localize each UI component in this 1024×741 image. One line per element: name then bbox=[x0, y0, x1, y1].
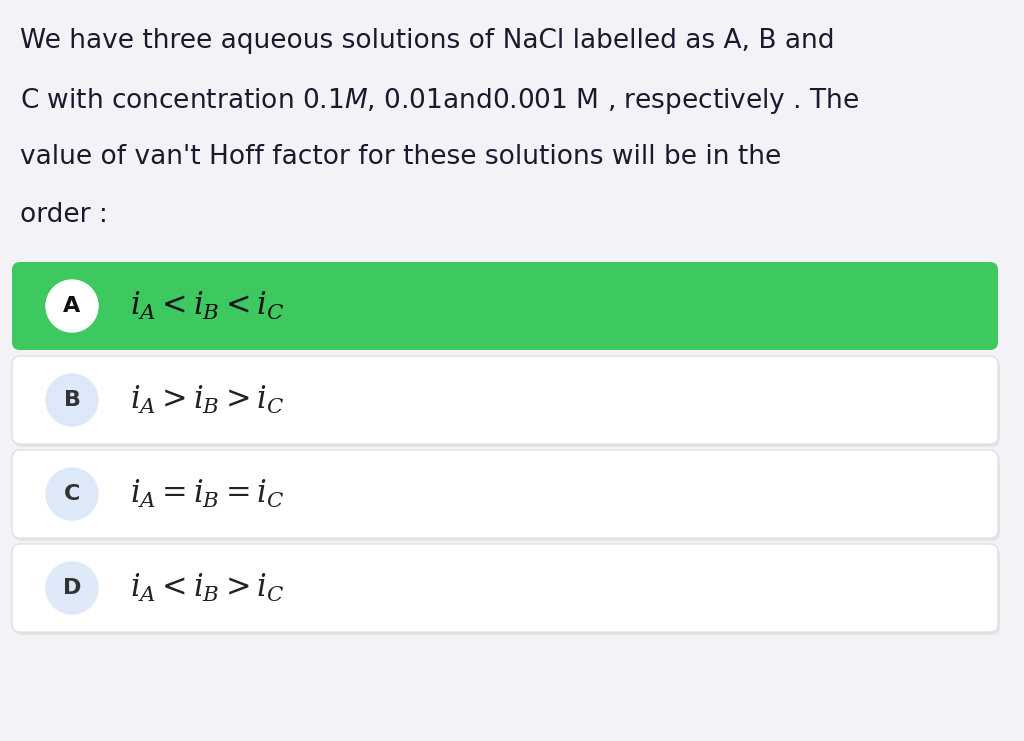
Text: value of van't Hoff factor for these solutions will be in the: value of van't Hoff factor for these sol… bbox=[20, 144, 781, 170]
FancyBboxPatch shape bbox=[12, 356, 998, 444]
Text: C with concentration 0.1$M$, 0.01and0.001 M , respectively . The: C with concentration 0.1$M$, 0.01and0.00… bbox=[20, 86, 859, 116]
FancyBboxPatch shape bbox=[14, 547, 1000, 635]
Text: $i_A < i_B > i_C$: $i_A < i_B > i_C$ bbox=[130, 572, 285, 604]
Text: A: A bbox=[63, 296, 81, 316]
Circle shape bbox=[46, 468, 98, 520]
Text: C: C bbox=[63, 484, 80, 504]
Text: $i_A < i_B < i_C$: $i_A < i_B < i_C$ bbox=[130, 290, 285, 322]
FancyBboxPatch shape bbox=[14, 359, 1000, 447]
FancyBboxPatch shape bbox=[12, 544, 998, 632]
Circle shape bbox=[46, 280, 98, 332]
Text: order :: order : bbox=[20, 202, 108, 228]
Circle shape bbox=[46, 562, 98, 614]
FancyBboxPatch shape bbox=[12, 262, 998, 350]
Text: We have three aqueous solutions of NaCl labelled as A, B and: We have three aqueous solutions of NaCl … bbox=[20, 28, 835, 54]
Circle shape bbox=[46, 374, 98, 426]
Text: $i_A > i_B > i_C$: $i_A > i_B > i_C$ bbox=[130, 384, 285, 416]
FancyBboxPatch shape bbox=[14, 453, 1000, 541]
Text: D: D bbox=[62, 578, 81, 598]
FancyBboxPatch shape bbox=[12, 450, 998, 538]
Text: B: B bbox=[63, 390, 81, 410]
Text: $i_A = i_B = i_C$: $i_A = i_B = i_C$ bbox=[130, 478, 285, 510]
